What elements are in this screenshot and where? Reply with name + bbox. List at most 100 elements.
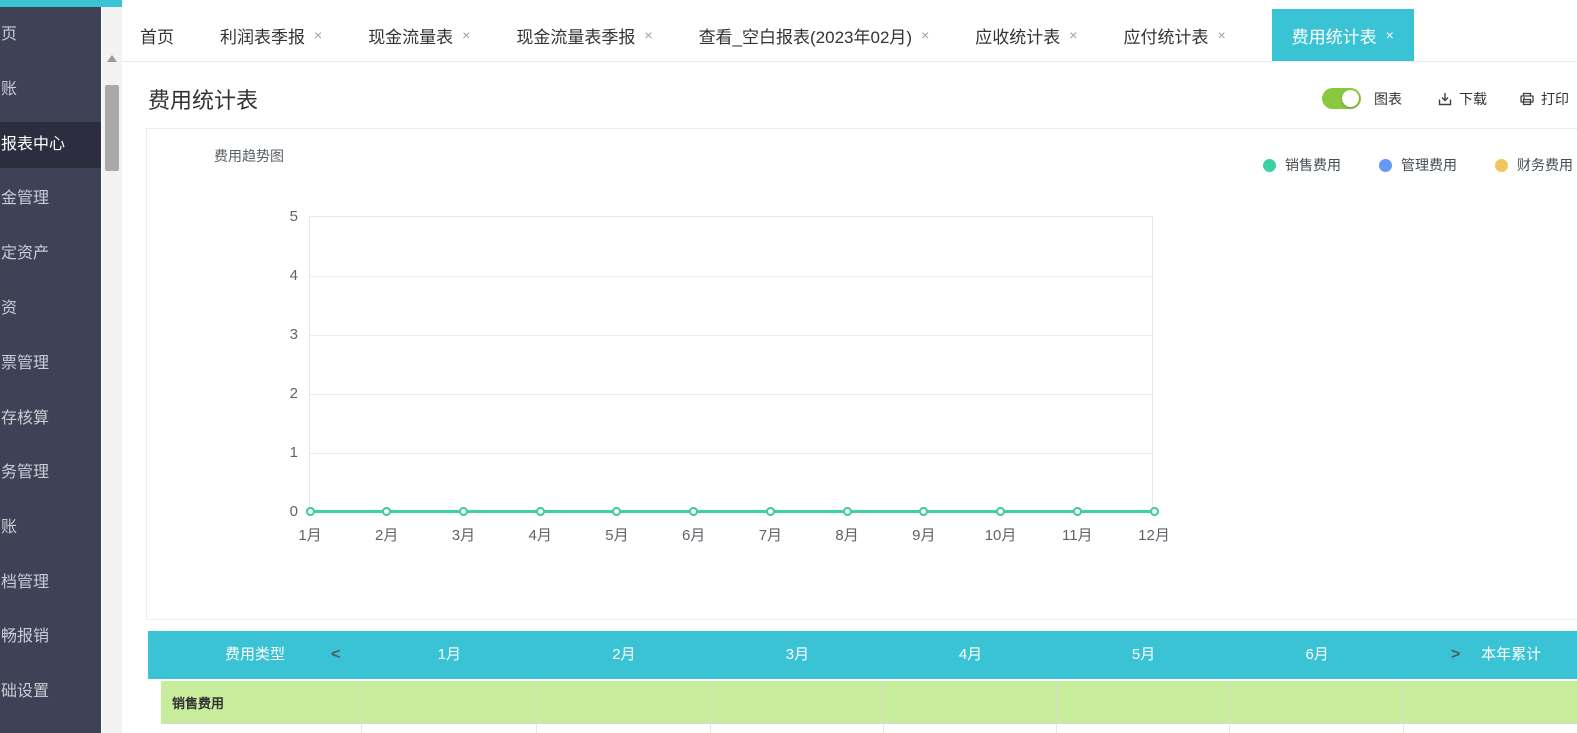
sidebar-item[interactable]: 账 — [1, 519, 18, 536]
legend-label: 销售费用 — [1285, 157, 1341, 173]
data-point-marker[interactable] — [919, 507, 929, 516]
gridline — [310, 393, 1152, 395]
chart-toggle[interactable] — [1322, 88, 1361, 109]
table-row[interactable]: 销售费用 — [161, 681, 1577, 724]
sidebar-item[interactable]: 础设置 — [1, 683, 50, 700]
value-cell — [1230, 681, 1405, 723]
tab-label: 费用统计表 — [1291, 27, 1377, 47]
chart-toggle-label: 图表 — [1374, 90, 1402, 107]
legend-dot-icon — [1495, 158, 1508, 172]
table-header-cell: 本年累计 — [1481, 646, 1542, 663]
x-axis-tick-label: 8月 — [835, 527, 859, 544]
data-point-marker[interactable] — [458, 507, 468, 516]
legend-item[interactable]: 财务费用 — [1495, 155, 1573, 175]
tab-active[interactable]: 费用统计表 × — [1271, 9, 1414, 61]
value-cell — [1404, 681, 1577, 723]
table-header-cell: 6月 — [1305, 646, 1329, 663]
tab[interactable]: 首页 — [140, 9, 174, 61]
chart-title: 费用趋势图 — [214, 148, 284, 164]
table-header-cell: 1月 — [437, 646, 462, 663]
chart-legend: 销售费用 管理费用 财务费用 — [1263, 155, 1573, 175]
sidebar-item[interactable]: 畅报销 — [1, 628, 50, 645]
tab-close-icon[interactable]: × — [1385, 27, 1394, 43]
tab-label: 应付统计表 — [1123, 27, 1209, 47]
line-chart: 0 1 2 3 4 5 1月 2月 3月 4月 5月 6月 7月 8月 9月 10月 11月 12月 — [290, 208, 1170, 544]
tab-close-icon[interactable]: × — [1069, 27, 1078, 43]
scroll-up-arrow-icon[interactable] — [107, 55, 117, 62]
tab[interactable]: 现金流量表 × — [368, 9, 470, 61]
tab-close-icon[interactable]: × — [314, 27, 323, 43]
table-row[interactable] — [161, 724, 1577, 733]
data-point-marker[interactable] — [612, 507, 622, 516]
data-point-marker[interactable] — [765, 507, 775, 516]
value-cell — [537, 681, 712, 723]
data-point-marker[interactable] — [305, 507, 315, 516]
sidebar-item[interactable]: 存核算 — [1, 410, 50, 427]
x-axis-tick-label: 7月 — [758, 527, 783, 544]
tab[interactable]: 利润表季报 × — [220, 9, 322, 61]
printer-icon — [1519, 91, 1535, 107]
legend-dot-icon — [1379, 158, 1392, 172]
data-point-marker[interactable] — [535, 507, 545, 516]
sidebar-item[interactable]: 务管理 — [1, 464, 50, 481]
gridline — [310, 334, 1152, 336]
sidebar-item[interactable]: 页 — [1, 26, 18, 43]
y-axis-tick-label: 3 — [289, 326, 298, 343]
download-button[interactable]: 下载 — [1437, 89, 1487, 109]
x-axis-tick-label: 12月 — [1138, 527, 1170, 544]
tab-label: 利润表季报 — [220, 27, 305, 47]
table-header-cell: 5月 — [1131, 646, 1156, 663]
top-accent-strip — [0, 0, 122, 7]
value-cell — [1057, 681, 1231, 723]
sidebar-scrollbar[interactable] — [102, 7, 122, 733]
value-cell — [711, 681, 885, 723]
sidebar-item[interactable]: 账 — [1, 81, 18, 98]
table-header-cell: 3月 — [785, 646, 810, 663]
x-axis-tick-label: 5月 — [605, 527, 629, 544]
sidebar-item[interactable]: 票管理 — [1, 355, 50, 372]
chart-toggle-group: 图表 — [1322, 88, 1402, 109]
x-axis-tick-label: 4月 — [528, 527, 552, 544]
data-point-marker[interactable] — [382, 507, 392, 516]
tab[interactable]: 应付统计表 × — [1123, 9, 1225, 61]
tab[interactable]: 应收统计表 × — [975, 9, 1077, 61]
legend-dot-icon — [1263, 158, 1276, 172]
scrollbar-thumb[interactable] — [105, 85, 119, 171]
print-button[interactable]: 打印 — [1519, 89, 1569, 109]
tab-label: 应收统计表 — [975, 27, 1061, 47]
tab-bar: 首页 利润表季报 × 现金流量表 × 现金流量表季报 × 查看_空白报表(2023年02月) ×… — [122, 0, 1577, 62]
y-axis-tick-label: 0 — [289, 503, 298, 520]
sidebar-item[interactable]: 定资产 — [1, 245, 50, 262]
data-point-marker[interactable] — [1072, 507, 1082, 516]
tab[interactable]: 查看_空白报表(2023年02月) × — [699, 9, 930, 61]
chart-card: 费用趋势图 销售费用 管理费用 财务费用 0 1 2 3 4 5 1月 2月 3月 4月 5月 6月 7月 8… — [146, 128, 1577, 620]
tab-close-icon[interactable]: × — [921, 27, 930, 43]
data-point-marker[interactable] — [689, 507, 699, 516]
months-scroll-right-arrow[interactable]: > — [1451, 646, 1461, 663]
expense-table: 费用类型 1月 2月 3月 4月 5月 6月 本年累计 < > 销售费用 — [148, 631, 1577, 733]
sidebar: 页账报表中心 金管理 定资产资票管理 存核算 务管理账档管理 畅报销 础设置 — [0, 7, 101, 733]
sidebar-item[interactable]: 档管理 — [1, 574, 50, 591]
data-point-marker[interactable] — [1149, 507, 1159, 516]
x-axis-tick-label: 9月 — [912, 527, 936, 544]
legend-item[interactable]: 管理费用 — [1379, 155, 1457, 175]
table-header-cell: 费用类型 — [224, 646, 285, 663]
sidebar-item[interactable]: 报表中心 — [0, 122, 101, 168]
x-axis-tick-label: 2月 — [375, 527, 399, 544]
sidebar-item[interactable]: 金管理 — [1, 190, 50, 207]
data-point-marker[interactable] — [996, 507, 1006, 516]
tab-label: 首页 — [140, 27, 174, 47]
tab-close-icon[interactable]: × — [462, 27, 471, 43]
tab-label: 现金流量表 — [368, 27, 454, 47]
tab-close-icon[interactable]: × — [1217, 27, 1226, 43]
main-content: 首页 利润表季报 × 现金流量表 × 现金流量表季报 × 查看_空白报表(2023年02月) ×… — [122, 0, 1577, 733]
tab[interactable]: 现金流量表季报 × — [516, 9, 652, 61]
legend-item[interactable]: 销售费用 — [1263, 155, 1341, 175]
months-scroll-left-arrow[interactable]: < — [331, 646, 341, 663]
table-body: 销售费用 — [161, 681, 1577, 733]
sidebar-item[interactable]: 资 — [1, 300, 18, 317]
table-header-cell: 2月 — [612, 646, 636, 663]
tab-close-icon[interactable]: × — [644, 27, 653, 43]
data-point-marker[interactable] — [842, 507, 852, 516]
x-axis-tick-label: 1月 — [298, 527, 322, 544]
